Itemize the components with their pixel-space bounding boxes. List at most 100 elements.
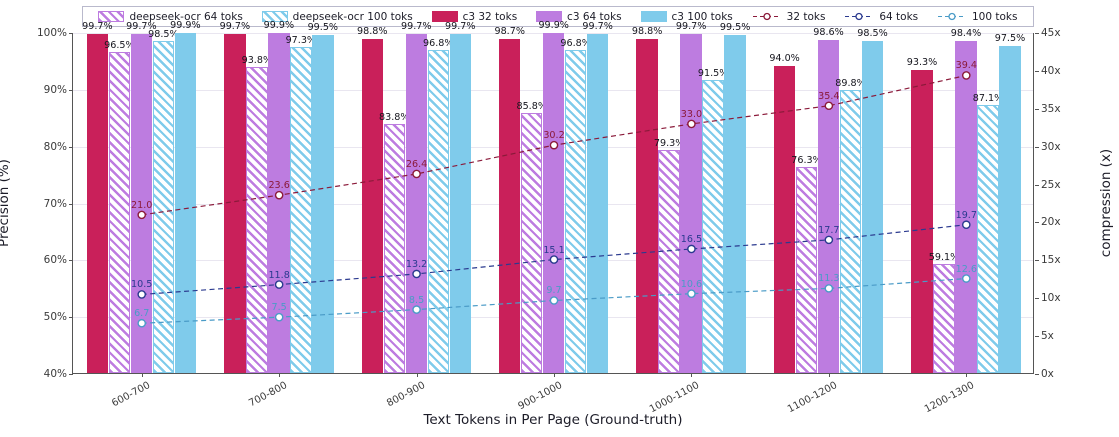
x-axis-tick-mark xyxy=(141,373,143,377)
legend-item[interactable]: c3 64 toks xyxy=(536,11,622,23)
chart-bar: 89.8% xyxy=(835,78,866,373)
x-axis-tick-label: 1200-1300 xyxy=(923,380,977,416)
chart-legend: deepseek-ocr 64 toks deepseek-ocr 100 tok… xyxy=(82,6,1034,27)
line-data-point xyxy=(961,274,971,283)
line-data-point xyxy=(824,284,834,293)
legend-item-label: 64 toks xyxy=(879,10,919,23)
x-axis-tick-mark xyxy=(828,373,830,377)
y-axis-tick-right: 40x xyxy=(1035,64,1061,77)
chart-bar: 85.8% xyxy=(516,101,547,373)
chart-bar: 91.5% xyxy=(698,68,728,373)
chart-bar: 79.3% xyxy=(654,138,684,373)
legend-item[interactable]: c3 100 toks xyxy=(640,10,733,23)
bar-value-label: 97.3% xyxy=(285,35,317,47)
line-data-point xyxy=(274,312,284,322)
y-axis-tick-right: 15x xyxy=(1035,254,1061,267)
x-axis-tick-mark xyxy=(279,373,281,377)
chart-bar: 99.7% xyxy=(82,21,113,373)
chart-bar: 98.8% xyxy=(632,26,662,373)
chart-bar: 99.7% xyxy=(445,21,475,373)
line-data-point xyxy=(137,210,147,220)
legend-solid-swatch xyxy=(536,11,563,22)
line-data-point xyxy=(824,235,834,245)
chart-bar: 87.1% xyxy=(973,93,1003,373)
bar-value-label: 98.5% xyxy=(857,27,888,39)
line-data-point xyxy=(549,140,559,150)
chart-bar: 93.8% xyxy=(242,55,272,373)
chart-bar: 99.9% xyxy=(538,20,569,373)
bar-value-label: 98.5% xyxy=(148,28,179,40)
legend-hatched-swatch xyxy=(261,11,288,22)
line-data-point xyxy=(412,269,421,279)
bar-value-label: 99.7% xyxy=(219,20,251,32)
legend-item[interactable]: deepseek-ocr 100 toks xyxy=(261,11,413,23)
legend-item[interactable]: 32 toks xyxy=(752,10,826,23)
x-axis-tick-label: 1100-1200 xyxy=(785,380,840,416)
legend-item-label: c3 64 toks xyxy=(567,10,622,23)
bar-value-label: 99.7% xyxy=(126,20,157,32)
chart-bar: 59.1% xyxy=(929,252,959,373)
bar-value-label: 76.3% xyxy=(791,154,822,166)
line-data-point xyxy=(687,289,696,298)
bar-value-label: 89.8% xyxy=(835,77,866,89)
legend-item-label: 100 toks xyxy=(972,10,1018,23)
chart-bar: 98.5% xyxy=(148,29,179,373)
line-point-label: 12.6 xyxy=(955,263,977,275)
y-axis-tick-right: 20x xyxy=(1035,216,1061,229)
chart-bar: 97.5% xyxy=(995,33,1025,373)
chart-bar: 98.6% xyxy=(813,27,844,373)
bar-value-label: 98.6% xyxy=(813,26,844,38)
line-point-label: 8.5 xyxy=(408,294,425,306)
bar-value-label: 99.5% xyxy=(307,21,339,33)
y-axis-tick-left: 60% xyxy=(43,254,74,267)
line-point-label: 35.4 xyxy=(818,90,840,102)
bar-value-label: 85.8% xyxy=(516,100,547,112)
legend-item[interactable]: 64 toks xyxy=(844,11,918,23)
legend-line-marker xyxy=(938,12,966,21)
line-point-label: 33.0 xyxy=(680,108,703,120)
chart-bar: 99.9% xyxy=(264,20,294,373)
y-axis-tick-left: 70% xyxy=(43,197,74,210)
line-point-label: 39.4 xyxy=(955,60,977,72)
line-data-point xyxy=(961,220,971,230)
line-data-point xyxy=(412,169,421,179)
bar-value-label: 94.0% xyxy=(769,53,800,65)
y-axis-tick-left: 50% xyxy=(43,311,74,324)
legend-item[interactable]: deepseek-ocr 64 toks xyxy=(98,11,243,23)
legend-item[interactable]: c3 32 toks xyxy=(431,11,517,23)
line-data-point xyxy=(412,305,421,314)
chart-bar: 98.7% xyxy=(494,26,525,373)
line-point-label: 9.7 xyxy=(546,285,562,297)
legend-item-label: 32 toks xyxy=(786,10,826,23)
bar-value-label: 93.3% xyxy=(906,57,938,69)
bar-value-label: 99.7% xyxy=(582,20,613,32)
x-axis-tick-label: 1000-1100 xyxy=(648,380,702,416)
bar-value-label: 99.9% xyxy=(170,19,201,31)
y-axis-tick-right: 10x xyxy=(1035,292,1061,305)
line-point-label: 16.5 xyxy=(680,233,703,245)
chart-plot-area: 40% 50% 60% 70% 80% 90% 100% 0x 5x 10x 15x 20x 25x 30… xyxy=(37,20,1061,416)
line-point-label: 6.7 xyxy=(134,308,150,320)
line-point-label: 13.2 xyxy=(405,258,428,270)
line-point-label: 10.6 xyxy=(680,278,703,290)
legend-item-label: c3 100 toks xyxy=(671,10,733,23)
legend-item[interactable]: 100 toks xyxy=(937,11,1017,23)
line-point-label: 15.1 xyxy=(543,244,565,256)
chart-bar: 98.4% xyxy=(951,28,981,373)
y-axis-tick-right: 25x xyxy=(1035,178,1061,191)
line-data-point xyxy=(824,101,834,111)
chart-bar: 96.5% xyxy=(104,40,135,373)
chart-bar: 96.8% xyxy=(423,38,453,373)
chart-bar: 99.7% xyxy=(126,21,157,373)
bar-value-label: 99.7% xyxy=(444,20,476,32)
line-point-label: 11.8 xyxy=(268,269,290,281)
line-data-point xyxy=(961,71,971,80)
y-axis-tick-left: 90% xyxy=(43,83,74,96)
bar-value-label: 59.1% xyxy=(928,252,960,264)
x-axis-tick-label: 900-1000 xyxy=(516,380,565,413)
compression-line-overlay xyxy=(137,71,971,328)
x-axis-tick-label: 800-900 xyxy=(384,380,427,410)
line-data-point xyxy=(137,290,147,299)
bar-value-label: 91.5% xyxy=(697,68,729,80)
y-axis-tick-left: 40% xyxy=(43,368,74,380)
